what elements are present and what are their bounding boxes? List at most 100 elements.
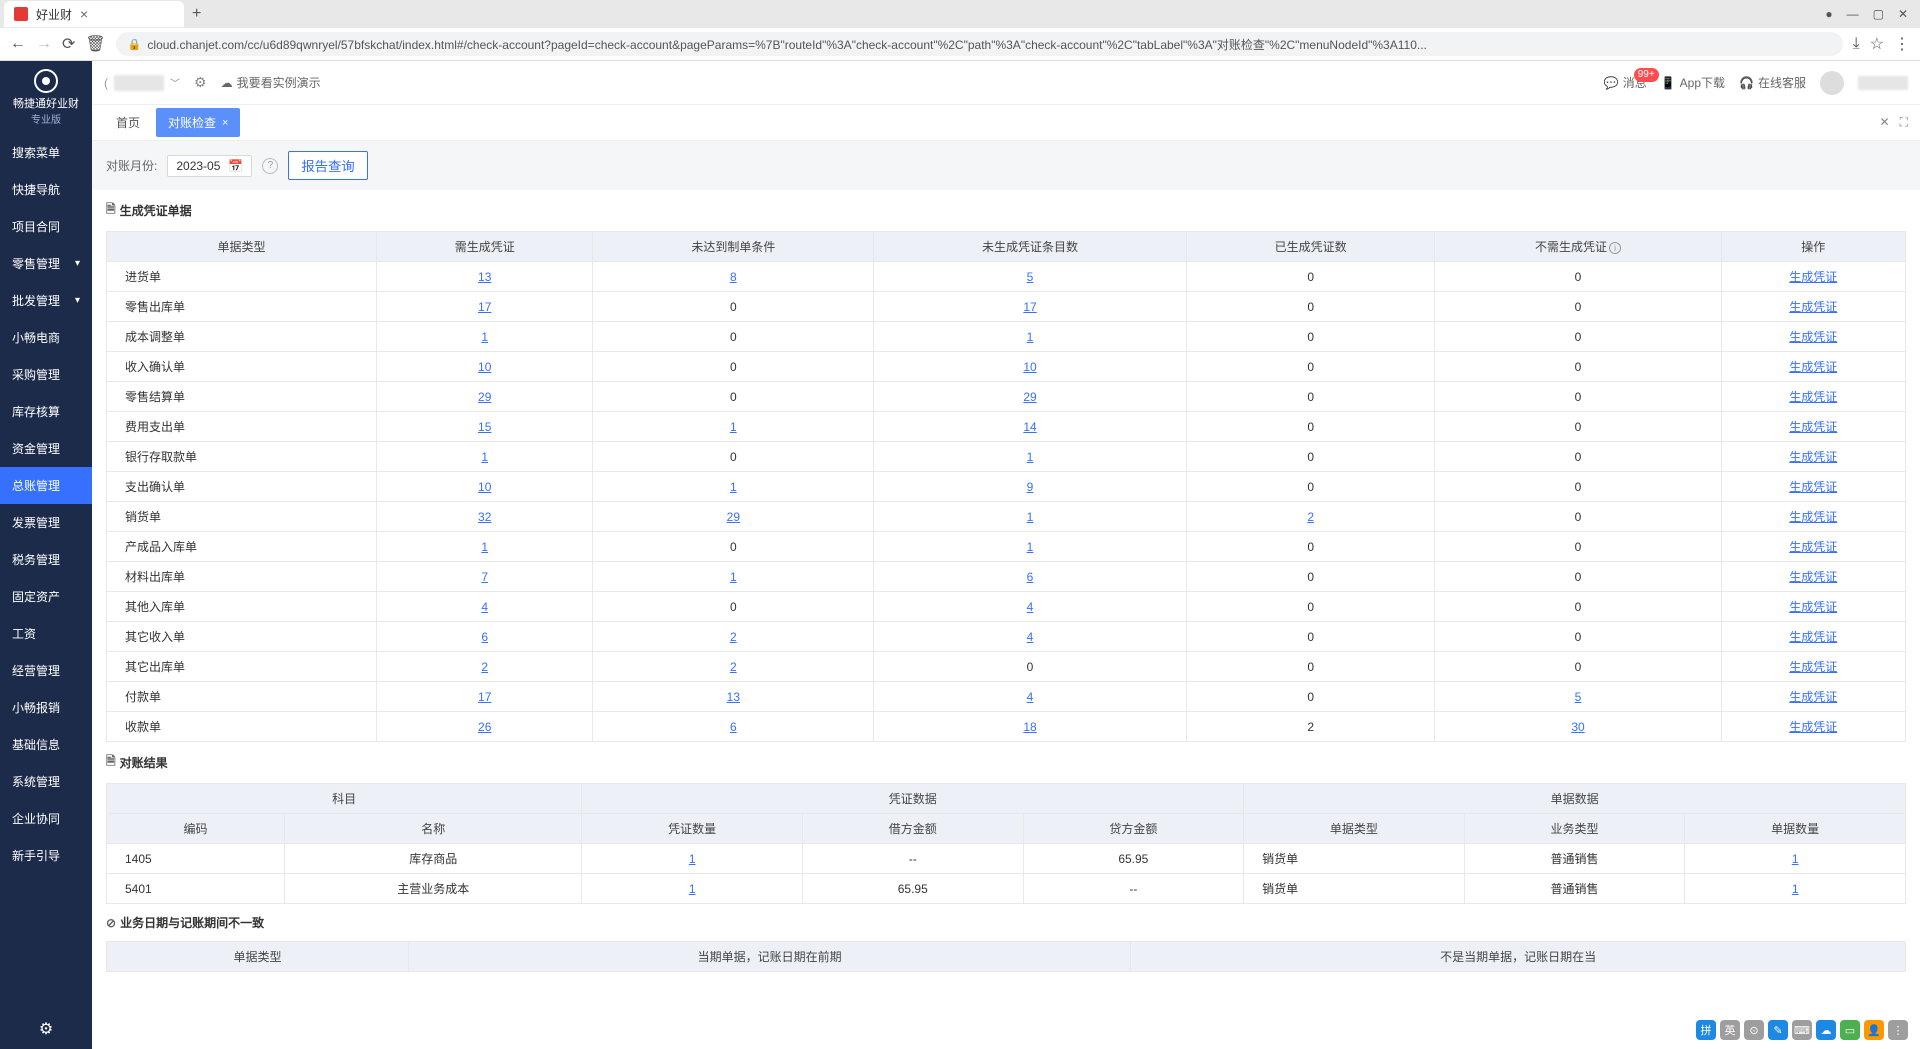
org-selector[interactable]: ( ﹀ [104,75,180,91]
generate-voucher-link[interactable]: 生成凭证 [1789,630,1837,644]
help-icon[interactable]: ? [262,158,278,174]
sidebar-item[interactable]: 小畅电商 [0,319,92,356]
messages-button[interactable]: 💬 消息 99+ [1604,74,1647,91]
link[interactable]: 17 [478,300,491,314]
maximize-icon[interactable]: ▢ [1873,7,1884,21]
support-button[interactable]: 🎧 在线客服 [1739,74,1806,91]
link[interactable]: 10 [478,480,491,494]
sidebar-item[interactable]: 资金管理 [0,430,92,467]
link[interactable]: 17 [478,690,491,704]
app-download-button[interactable]: 📱 App下载 [1661,74,1725,91]
forward-button[interactable]: → [36,35,52,53]
avatar[interactable] [1820,71,1844,95]
close-tab-icon[interactable]: × [222,117,228,129]
sidebar-item[interactable]: 税务管理 [0,541,92,578]
more-icon[interactable]: ⋮ [1888,1020,1908,1040]
link[interactable]: 29 [1023,390,1036,404]
link[interactable]: 18 [1023,720,1036,734]
link[interactable]: 30 [1571,720,1584,734]
sidebar-item[interactable]: 发票管理 [0,504,92,541]
link[interactable]: 29 [478,390,491,404]
star-icon[interactable]: ☆ [1870,34,1884,54]
generate-voucher-link[interactable]: 生成凭证 [1789,690,1837,704]
sidebar-item[interactable]: 经营管理 [0,652,92,689]
gear-icon[interactable]: ⚙ [194,74,207,91]
generate-voucher-link[interactable]: 生成凭证 [1789,270,1837,284]
link[interactable]: 1 [481,450,488,464]
link[interactable]: 6 [1027,570,1034,584]
close-window-icon[interactable]: ✕ [1898,7,1908,21]
link[interactable]: 1 [1027,330,1034,344]
generate-voucher-link[interactable]: 生成凭证 [1789,330,1837,344]
back-button[interactable]: ← [10,35,26,53]
generate-voucher-link[interactable]: 生成凭证 [1789,420,1837,434]
link[interactable]: 6 [481,630,488,644]
link[interactable]: 2 [730,660,737,674]
link[interactable]: 13 [478,270,491,284]
url-input[interactable]: 🔒 cloud.chanjet.com/cc/u6d89qwnryel/57bf… [116,32,1843,56]
reload-button[interactable]: ⟳ [62,34,75,54]
menu-icon[interactable]: ⋮ [1894,34,1910,54]
link[interactable]: 1 [730,420,737,434]
link[interactable]: 4 [1027,600,1034,614]
sidebar-item[interactable]: 库存核算 [0,393,92,430]
link[interactable]: 5 [1575,690,1582,704]
link[interactable]: 4 [481,600,488,614]
sidebar-item[interactable]: 新手引导 [0,837,92,874]
link[interactable]: 1 [481,540,488,554]
sidebar-item[interactable]: 企业协同 [0,800,92,837]
link[interactable]: 4 [1027,690,1034,704]
new-tab-button[interactable]: + [192,5,201,23]
link[interactable]: 1 [689,882,696,896]
generate-voucher-link[interactable]: 生成凭证 [1789,510,1837,524]
link[interactable]: 1 [1027,510,1034,524]
circle-icon[interactable]: ● [1825,7,1832,21]
generate-voucher-link[interactable]: 生成凭证 [1789,360,1837,374]
link[interactable]: 4 [1027,630,1034,644]
month-input[interactable]: 2023-05 📅 [167,155,252,177]
link[interactable]: 1 [730,480,737,494]
browser-tab[interactable]: 好业财 × [4,1,184,27]
shape-icon[interactable]: ▭ [1840,1020,1860,1040]
delete-icon[interactable]: 🗑 [85,34,105,54]
sidebar-item[interactable]: 搜索菜单 [0,134,92,171]
sidebar-item[interactable]: 采购管理 [0,356,92,393]
close-all-icon[interactable]: ✕ [1880,115,1890,130]
sidebar-item[interactable]: 零售管理▾ [0,245,92,282]
sidebar-item[interactable]: 工资 [0,615,92,652]
link[interactable]: 6 [730,720,737,734]
close-tab-icon[interactable]: × [80,6,88,22]
expand-icon[interactable]: ⛶ [1900,115,1908,130]
tab-home[interactable]: 首页 [104,108,152,137]
tool-icon[interactable]: ⊙ [1744,1020,1764,1040]
generate-voucher-link[interactable]: 生成凭证 [1789,600,1837,614]
sidebar-item[interactable]: 快捷导航 [0,171,92,208]
generate-voucher-link[interactable]: 生成凭证 [1789,390,1837,404]
link[interactable]: 2 [1307,510,1314,524]
link[interactable]: 32 [478,510,491,524]
info-icon[interactable]: i [1609,242,1621,254]
sidebar-item[interactable]: 批发管理▾ [0,282,92,319]
link[interactable]: 1 [689,852,696,866]
demo-link[interactable]: ☁ 我要看实例演示 [221,74,321,91]
link[interactable]: 1 [481,330,488,344]
link[interactable]: 2 [730,630,737,644]
sidebar-item[interactable]: 基础信息 [0,726,92,763]
sidebar-item[interactable]: 总账管理 [0,467,92,504]
link[interactable]: 14 [1023,420,1036,434]
link[interactable]: 1 [1792,882,1799,896]
generate-voucher-link[interactable]: 生成凭证 [1789,720,1837,734]
link[interactable]: 10 [1023,360,1036,374]
cloud-icon[interactable]: ☁ [1816,1020,1836,1040]
kb-icon[interactable]: ⌨ [1792,1020,1812,1040]
link[interactable]: 2 [481,660,488,674]
link[interactable]: 1 [730,570,737,584]
generate-voucher-link[interactable]: 生成凭证 [1789,540,1837,554]
generate-voucher-link[interactable]: 生成凭证 [1789,480,1837,494]
generate-voucher-link[interactable]: 生成凭证 [1789,660,1837,674]
link[interactable]: 8 [730,270,737,284]
tab-check-account[interactable]: 对账检查 × [156,108,240,137]
link[interactable]: 10 [478,360,491,374]
ime-icon[interactable]: 拼 [1696,1020,1716,1040]
minimize-icon[interactable]: — [1847,7,1859,21]
